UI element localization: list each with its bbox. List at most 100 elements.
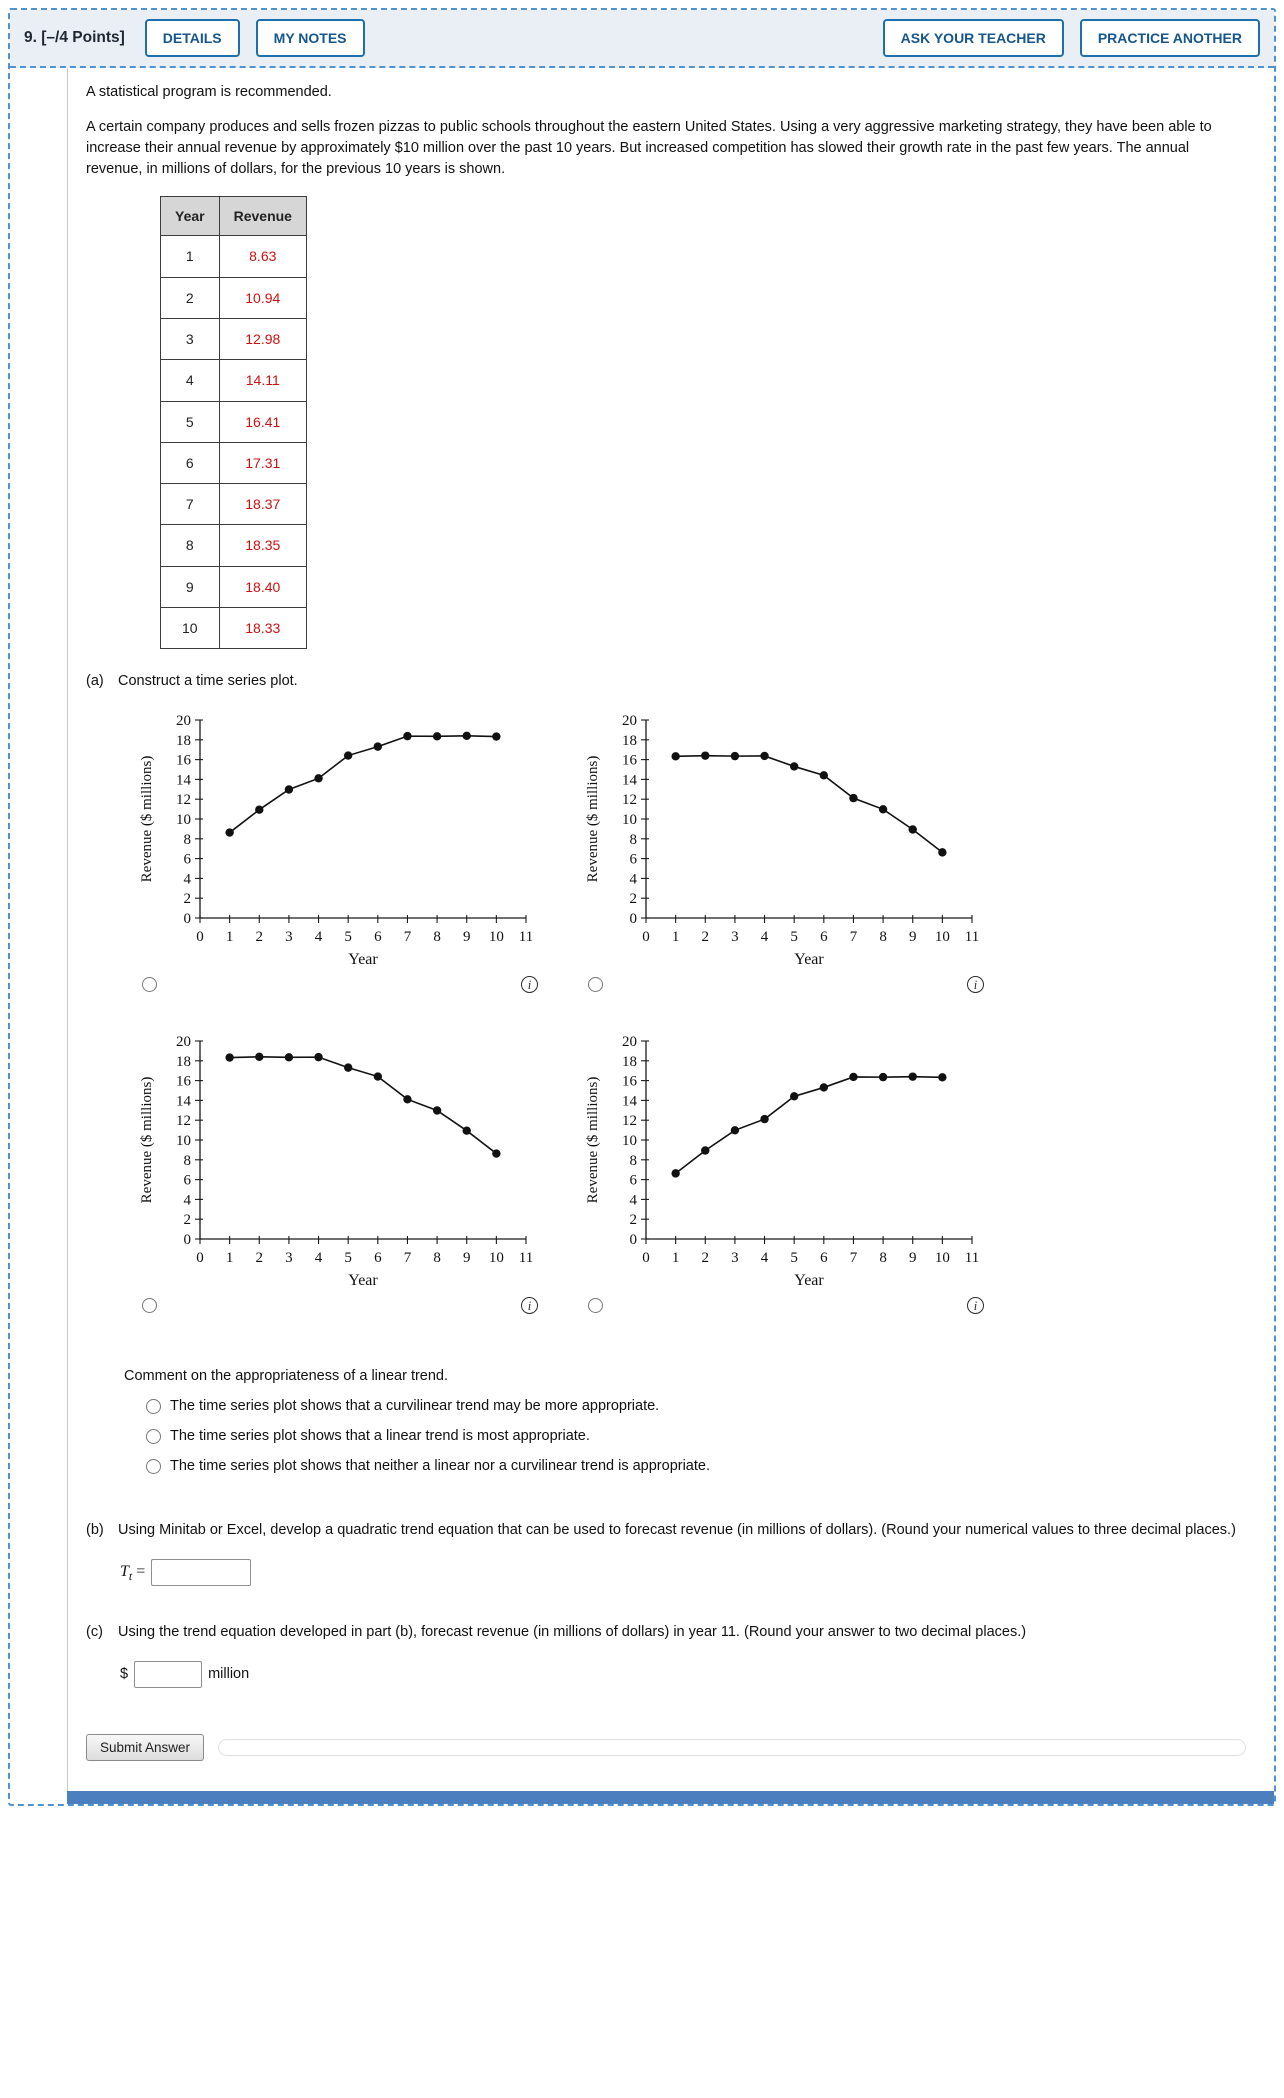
my-notes-button[interactable]: MY NOTES (255, 19, 365, 57)
details-button[interactable]: DETAILS (144, 19, 240, 57)
plot-option-4: 0 2 4 6 8 10 12 14 16 18 20 0 1 2 3 4 5 6 7 8 9 10 11 Year Reven… (582, 1029, 1014, 1315)
practice-another-button[interactable]: PRACTICE ANOTHER (1079, 19, 1260, 57)
svg-text:0: 0 (184, 1232, 192, 1248)
svg-text:2: 2 (184, 892, 192, 908)
svg-text:2: 2 (256, 929, 263, 945)
year-cell: 8 (160, 524, 220, 567)
info-icon[interactable]: i (967, 1297, 984, 1315)
page: 9. [–/4 Points] DETAILS MY NOTES ASK YOU… (8, 8, 1276, 1807)
revenue-cell: 12.98 (218, 317, 307, 361)
trend-equation-symbol: Tt = (120, 1563, 146, 1584)
comment-option-1: The time series plot shows that a curvil… (146, 1396, 1246, 1417)
revenue-cell: 18.37 (218, 483, 307, 526)
svg-text:14: 14 (622, 1094, 638, 1110)
revenue-column-header: Revenue (218, 196, 307, 237)
part-c-prompt: Using the trend equation developed in pa… (118, 1624, 1027, 1641)
svg-text:Year: Year (794, 951, 824, 968)
part-a-content: Construct a time series plot. 0 2 4 6 8 10 12 1… (118, 671, 1246, 1486)
revenue-table-body: 1 8.63 2 10.94 3 12.98 4 14.11 5 16.41 6 17.31 7 18.3… (160, 235, 307, 650)
comment-option-2-label: The time series plot shows that a linear… (170, 1428, 590, 1445)
svg-text:16: 16 (176, 753, 192, 769)
svg-text:7: 7 (404, 1250, 412, 1266)
svg-text:0: 0 (184, 911, 192, 927)
comment-option-1-radio[interactable] (146, 1399, 161, 1415)
year-cell: 9 (160, 565, 220, 609)
next-section-divider (67, 1791, 1274, 1805)
svg-text:2: 2 (630, 1213, 638, 1229)
svg-text:20: 20 (176, 1034, 191, 1050)
svg-text:4: 4 (315, 929, 323, 945)
comment-option-3: The time series plot shows that neither … (146, 1456, 1246, 1477)
part-a-prompt: Construct a time series plot. (118, 673, 298, 690)
plot-option-3: 0 2 4 6 8 10 12 14 16 18 20 0 1 2 3 4 5 6 7 8 9 10 11 Year Reven… (136, 1029, 568, 1315)
comment-option-2-radio[interactable] (146, 1429, 161, 1445)
table-row: 6 17.31 (160, 441, 307, 485)
year-cell: 6 (160, 441, 220, 485)
svg-text:18: 18 (176, 1054, 191, 1070)
svg-text:0: 0 (630, 1232, 638, 1248)
svg-text:1: 1 (226, 1250, 234, 1266)
problem-statement: A certain company produces and sells fro… (86, 119, 1212, 178)
revenue-cell: 18.33 (218, 607, 307, 650)
question-points: [–/4 Points] (41, 29, 125, 46)
part-b-prompt: Using Minitab or Excel, develop a quadra… (118, 1522, 1236, 1539)
year-cell: 3 (160, 317, 220, 361)
svg-text:0: 0 (196, 929, 204, 945)
table-row: 2 10.94 (160, 276, 307, 319)
plot-options-grid: 0 2 4 6 8 10 12 14 16 18 20 0 1 2 3 4 5 6 7 8 9 10 11 Year Reven… (136, 708, 1246, 1315)
svg-text:10: 10 (622, 812, 637, 828)
forecast-revenue-input[interactable] (134, 1661, 203, 1689)
svg-text:10: 10 (489, 1250, 504, 1266)
info-icon[interactable]: i (521, 976, 538, 994)
plot-option-2-radio[interactable] (588, 977, 603, 993)
svg-text:6: 6 (820, 1250, 828, 1266)
year-cell: 4 (160, 359, 220, 402)
svg-text:4: 4 (630, 872, 638, 888)
submit-answer-button[interactable]: Submit Answer (86, 1734, 205, 1762)
svg-text:7: 7 (404, 929, 412, 945)
plot-option-4-radio[interactable] (588, 1298, 603, 1314)
svg-text:2: 2 (630, 892, 638, 908)
svg-text:6: 6 (374, 1250, 382, 1266)
plot-option-1-radio[interactable] (142, 977, 157, 993)
table-row: 8 18.35 (160, 524, 307, 567)
work-area-placeholder (218, 1739, 1246, 1757)
plot-option-3-radio[interactable] (142, 1298, 157, 1314)
svg-text:10: 10 (176, 812, 191, 828)
part-b-content: Using Minitab or Excel, develop a quadra… (118, 1520, 1246, 1587)
info-icon[interactable]: i (521, 1297, 538, 1315)
year-cell: 1 (160, 235, 220, 278)
comment-option-3-radio[interactable] (146, 1459, 161, 1475)
svg-text:14: 14 (176, 773, 192, 789)
trend-equation-input[interactable] (151, 1559, 252, 1587)
plot-option-3-footer: i (136, 1295, 540, 1315)
svg-text:5: 5 (790, 1250, 798, 1266)
svg-text:8: 8 (433, 929, 441, 945)
svg-text:Revenue ($ millions): Revenue ($ millions) (585, 756, 601, 883)
info-icon[interactable]: i (967, 976, 984, 994)
svg-text:5: 5 (344, 1250, 352, 1266)
svg-text:9: 9 (909, 1250, 917, 1266)
part-b-label: (b) (86, 1522, 104, 1539)
svg-text:9: 9 (463, 929, 471, 945)
part-c: (c) Using the trend equation developed i… (86, 1622, 1246, 1689)
svg-text:10: 10 (176, 1133, 191, 1149)
revenue-cell: 8.63 (218, 235, 307, 278)
year-cell: 5 (160, 400, 220, 443)
svg-text:0: 0 (642, 929, 650, 945)
svg-text:6: 6 (184, 852, 192, 868)
svg-text:8: 8 (879, 929, 887, 945)
table-row: 10 18.33 (160, 607, 307, 650)
svg-text:0: 0 (630, 911, 638, 927)
table-row: 7 18.37 (160, 483, 307, 526)
svg-text:18: 18 (176, 733, 191, 749)
svg-text:3: 3 (285, 929, 293, 945)
svg-text:9: 9 (463, 1250, 471, 1266)
svg-text:2: 2 (702, 929, 710, 945)
svg-text:5: 5 (344, 929, 352, 945)
ask-your-teacher-button[interactable]: ASK YOUR TEACHER (882, 19, 1064, 57)
svg-text:4: 4 (761, 1250, 769, 1266)
svg-text:8: 8 (630, 832, 638, 848)
